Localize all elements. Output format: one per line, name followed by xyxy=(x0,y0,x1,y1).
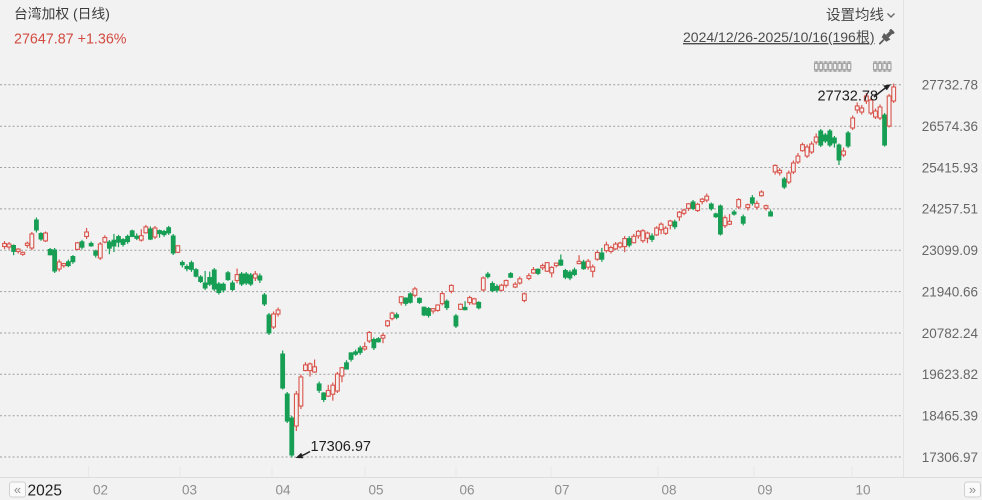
svg-text:06: 06 xyxy=(459,483,474,498)
svg-text:»: » xyxy=(969,482,976,497)
svg-text:26574.36: 26574.36 xyxy=(922,119,978,134)
svg-text:25415.93: 25415.93 xyxy=(922,160,978,175)
svg-text:27732.78: 27732.78 xyxy=(922,78,978,93)
svg-text:27647.87 +1.36%: 27647.87 +1.36% xyxy=(14,32,127,48)
svg-text:21940.66: 21940.66 xyxy=(922,284,978,299)
svg-text:07: 07 xyxy=(554,483,569,498)
svg-text:10: 10 xyxy=(855,483,870,498)
svg-text:03: 03 xyxy=(182,483,197,498)
svg-text:27732.78: 27732.78 xyxy=(818,89,878,105)
svg-text:05: 05 xyxy=(368,483,383,498)
svg-text:2025: 2025 xyxy=(28,483,62,500)
svg-text:09: 09 xyxy=(757,483,772,498)
svg-text:20782.24: 20782.24 xyxy=(922,326,979,341)
svg-text:17306.97: 17306.97 xyxy=(922,450,978,465)
svg-text:17306.97: 17306.97 xyxy=(311,439,371,455)
svg-text:02: 02 xyxy=(93,483,108,498)
svg-text:«: « xyxy=(14,482,21,497)
svg-text:18465.39: 18465.39 xyxy=(922,409,978,424)
svg-text:19623.82: 19623.82 xyxy=(922,367,978,382)
svg-text:04: 04 xyxy=(275,483,291,498)
svg-text:2024/12/26-2025/10/16(196根): 2024/12/26-2025/10/16(196根) xyxy=(683,29,874,45)
svg-text:23099.09: 23099.09 xyxy=(922,243,978,258)
svg-text:台湾加权 (日线): 台湾加权 (日线) xyxy=(14,6,110,22)
svg-text:设置均线: 设置均线 xyxy=(826,7,884,24)
svg-text:24257.51: 24257.51 xyxy=(922,202,978,217)
svg-text:08: 08 xyxy=(661,483,676,498)
